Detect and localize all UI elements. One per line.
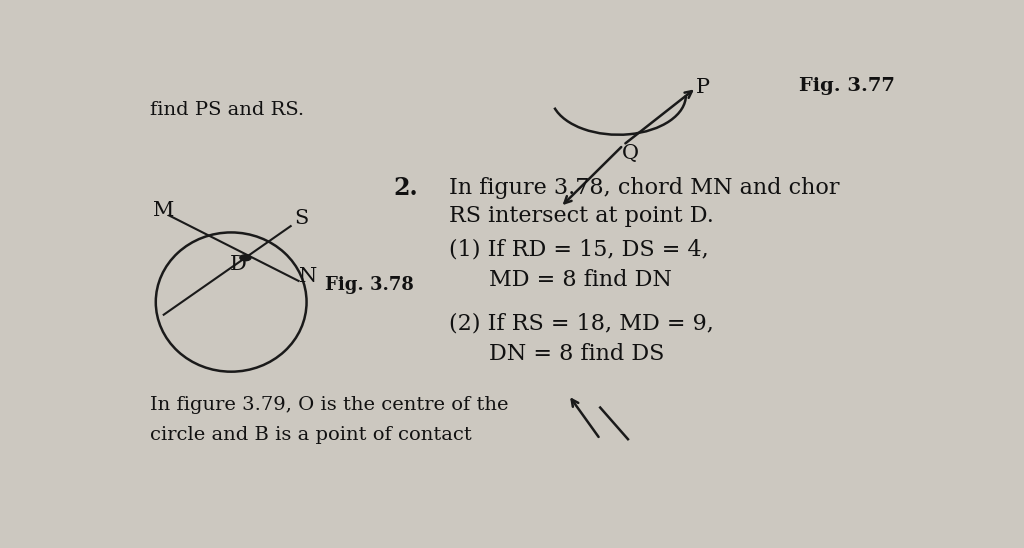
Text: RS intersect at point D.: RS intersect at point D. [450, 204, 715, 226]
Circle shape [240, 255, 251, 261]
Text: 2.: 2. [394, 176, 419, 200]
Text: find PS and RS.: find PS and RS. [151, 101, 304, 119]
Text: M: M [154, 201, 175, 220]
Text: MD = 8 find DN: MD = 8 find DN [489, 269, 672, 290]
Text: S: S [295, 209, 309, 228]
Text: circle and B is a point of contact: circle and B is a point of contact [151, 426, 472, 444]
Text: Fig. 3.77: Fig. 3.77 [799, 77, 895, 95]
Text: D: D [229, 255, 247, 275]
Text: N: N [299, 267, 316, 286]
Text: In figure 3.78, chord MN and chor: In figure 3.78, chord MN and chor [450, 177, 840, 199]
Text: P: P [696, 78, 711, 97]
Text: (1) If RD = 15, DS = 4,: (1) If RD = 15, DS = 4, [450, 238, 710, 260]
Text: Fig. 3.78: Fig. 3.78 [325, 276, 414, 294]
Text: In figure 3.79, O is the centre of the: In figure 3.79, O is the centre of the [151, 396, 509, 414]
Text: (2) If RS = 18, MD = 9,: (2) If RS = 18, MD = 9, [450, 312, 715, 334]
Text: Q: Q [622, 144, 639, 163]
Text: DN = 8 find DS: DN = 8 find DS [489, 342, 665, 364]
